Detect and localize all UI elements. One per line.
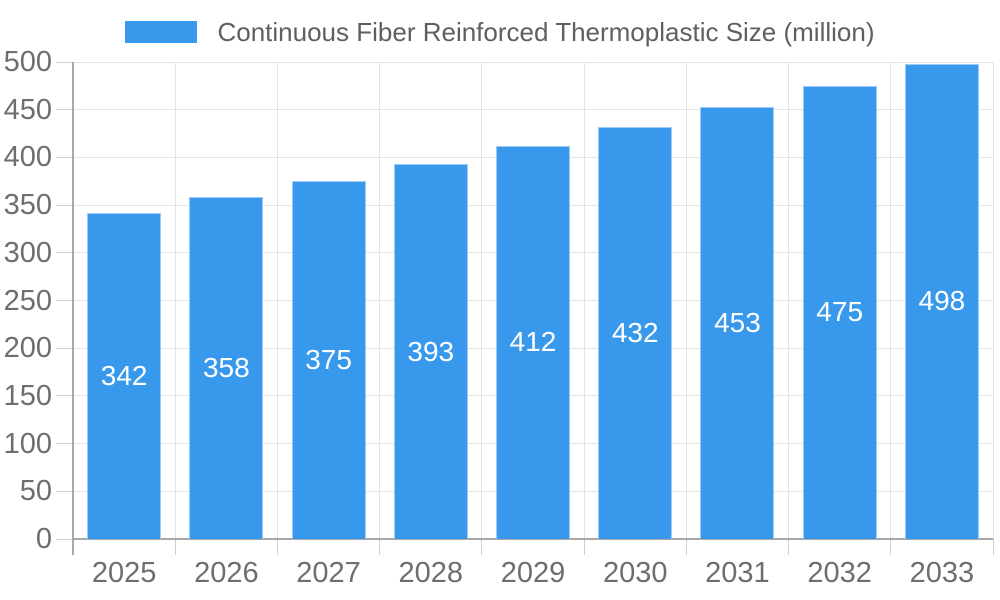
- bar-2025: [87, 212, 162, 539]
- gridline-vertical: [481, 62, 483, 539]
- x-axis-tick: [481, 539, 483, 555]
- gridline-vertical: [685, 62, 687, 539]
- x-axis-tick: [583, 539, 585, 555]
- y-axis-tick: [56, 300, 73, 301]
- gridline-vertical: [788, 62, 790, 539]
- y-axis-tick-label: 250: [3, 284, 52, 317]
- x-axis-tick: [788, 539, 790, 555]
- y-axis-line: [72, 62, 74, 555]
- y-axis-tick-label: 350: [3, 189, 52, 222]
- y-axis-tick: [56, 204, 73, 206]
- y-axis-tick: [56, 395, 73, 397]
- y-axis-tick: [56, 109, 73, 111]
- bar-2026: [189, 197, 264, 539]
- gridline-vertical: [992, 62, 994, 539]
- x-axis-line: [73, 538, 993, 540]
- x-axis-label: 2027: [296, 557, 361, 589]
- bar-2033: [904, 63, 979, 539]
- y-axis-tick: [56, 538, 73, 540]
- y-axis-tick: [56, 490, 73, 492]
- chart-legend[interactable]: Continuous Fiber Reinforced Thermoplasti…: [0, 18, 1000, 46]
- y-axis-tick: [56, 347, 73, 349]
- bar-value-label: 498: [918, 285, 966, 317]
- bar-value-label: 453: [714, 306, 761, 338]
- y-axis-tick-label: 450: [3, 93, 52, 126]
- gridline-vertical: [174, 62, 176, 539]
- y-axis-tick: [56, 61, 73, 63]
- x-axis-tick: [890, 539, 892, 555]
- gridline-horizontal: [73, 109, 993, 111]
- gridline-horizontal: [73, 61, 993, 63]
- x-axis-label: 2029: [500, 557, 566, 589]
- y-axis-tick-label: 300: [3, 236, 52, 269]
- x-axis-tick: [174, 539, 176, 555]
- x-axis-tick: [992, 539, 994, 555]
- bar-2029: [496, 145, 570, 539]
- x-axis-label: 2033: [909, 557, 975, 589]
- legend-label: Continuous Fiber Reinforced Thermoplasti…: [217, 17, 875, 47]
- gridline-vertical: [276, 62, 278, 539]
- bar-value-label: 475: [816, 296, 864, 328]
- y-axis-tick: [56, 443, 73, 445]
- bar-2030: [598, 126, 673, 539]
- y-axis-tick-label: 50: [19, 475, 52, 508]
- gridline-vertical: [379, 62, 381, 539]
- bar-2027: [291, 181, 366, 539]
- bar-value-label: 342: [100, 359, 148, 391]
- x-axis-tick: [379, 539, 381, 555]
- y-axis-tick-label: 400: [3, 141, 52, 174]
- y-axis-tick-label: 100: [3, 427, 52, 460]
- x-axis-label: 2028: [398, 557, 464, 589]
- y-axis-tick: [56, 252, 73, 254]
- bar-value-label: 393: [407, 335, 455, 367]
- y-axis-tick: [56, 156, 73, 158]
- x-axis-label: 2030: [602, 557, 668, 589]
- bar-2031: [700, 106, 775, 539]
- x-axis-tick: [685, 539, 687, 555]
- y-axis-tick-label: 0: [35, 523, 52, 555]
- gridline-vertical: [890, 62, 892, 539]
- y-axis-tick-label: 500: [3, 46, 52, 78]
- legend-swatch: [125, 21, 198, 43]
- y-axis-tick-label: 150: [3, 379, 52, 412]
- bar-value-label: 412: [509, 326, 557, 358]
- bar-value-label: 432: [611, 316, 659, 348]
- x-axis-label: 2031: [705, 557, 770, 589]
- bar-2032: [802, 85, 877, 539]
- x-axis-label: 2025: [91, 557, 157, 589]
- x-axis-label: 2026: [194, 557, 259, 589]
- y-axis-tick-label: 200: [3, 332, 52, 365]
- bar-2028: [393, 164, 468, 539]
- x-axis-label: 2032: [807, 557, 872, 589]
- gridline-vertical: [583, 62, 585, 539]
- bar-value-label: 375: [305, 344, 352, 376]
- bar-value-label: 358: [202, 352, 250, 384]
- x-axis-tick: [276, 539, 278, 555]
